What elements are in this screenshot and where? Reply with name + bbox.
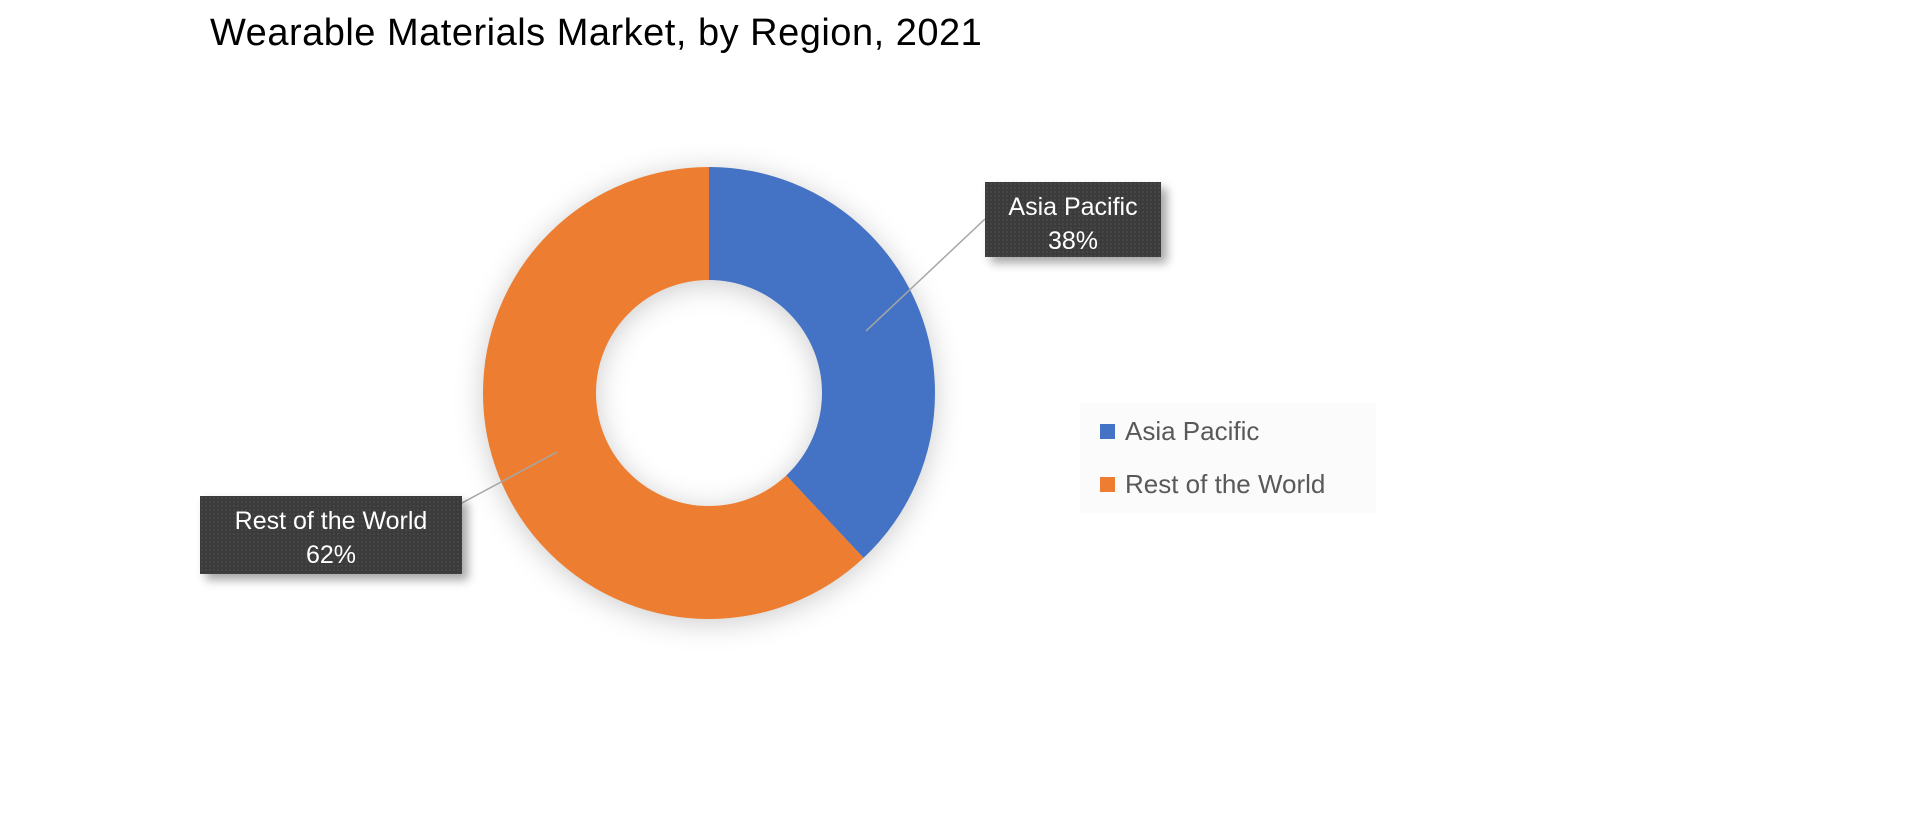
callout-asia-pacific-label: Asia Pacific: [1008, 193, 1138, 221]
callout-rest-of-the-world-value: 62%: [305, 540, 357, 569]
legend: Asia Pacific Rest of the World: [1080, 403, 1376, 513]
donut-chart: [483, 167, 935, 619]
donut-segment-rest-of-the-world: [483, 167, 935, 619]
legend-label-asia-pacific: Asia Pacific: [1125, 416, 1260, 446]
legend-swatch-asia-pacific: [1100, 424, 1115, 439]
callout-rest-of-the-world: Rest of the World 62%: [200, 496, 462, 574]
callout-asia-pacific: Asia Pacific 38%: [985, 182, 1161, 257]
legend-item-asia-pacific: Asia Pacific: [1100, 416, 1376, 447]
legend-item-rest-of-the-world: Rest of the World: [1100, 469, 1376, 500]
legend-swatch-rest-of-the-world: [1100, 477, 1115, 492]
chart-title: Wearable Materials Market, by Region, 20…: [210, 12, 983, 54]
callout-rest-of-the-world-label: Rest of the World: [234, 507, 428, 535]
callout-asia-pacific-value: 38%: [1047, 226, 1099, 255]
legend-label-rest-of-the-world: Rest of the World: [1125, 469, 1326, 499]
